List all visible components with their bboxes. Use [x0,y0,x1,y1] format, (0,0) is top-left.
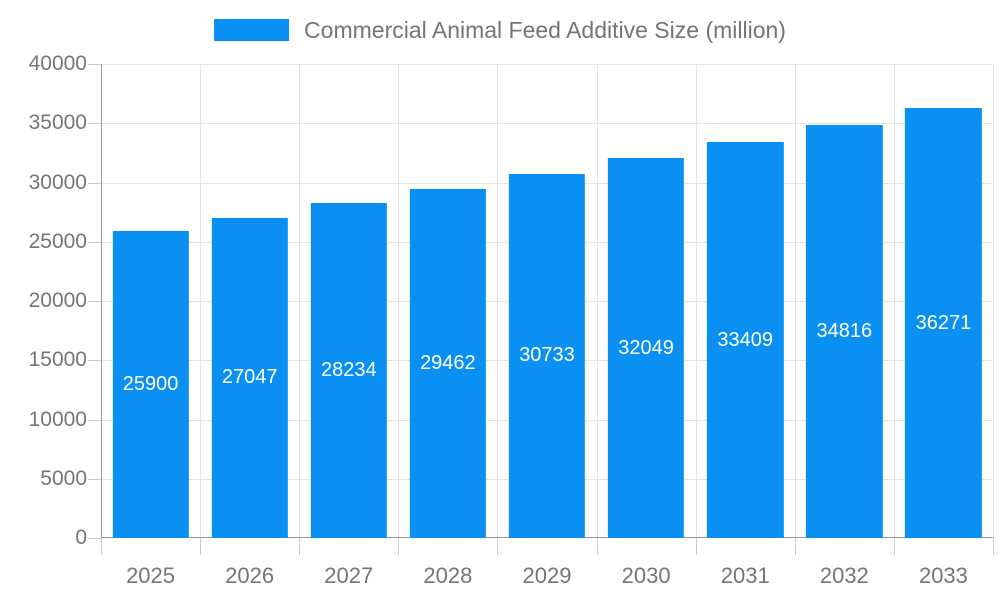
bar: 28234 [310,203,387,538]
x-tick-mark [299,538,301,555]
y-tick-mark [88,360,101,362]
y-tick-label: 0 [75,526,87,549]
bar-value-label: 25900 [122,373,179,396]
x-tick-label: 2027 [324,563,374,588]
bar-value-label: 27047 [221,366,278,389]
x-gridline [299,64,301,538]
bar: 25900 [112,231,189,538]
bar: 30733 [508,173,586,538]
bar: 36271 [905,108,982,538]
y-tick-label: 35000 [28,111,87,135]
y-axis-line [101,64,102,538]
bar-value-label: 29462 [420,351,476,374]
legend-label: Commercial Animal Feed Additive Size (mi… [304,17,786,43]
x-gridline [893,64,895,538]
y-tick-label: 40000 [28,52,87,75]
bar: 29462 [409,188,487,538]
y-gridline [101,123,993,125]
x-tick-mark [101,538,102,555]
bar: 27047 [211,217,288,538]
x-gridline [200,64,202,538]
plot-area: 0 5000 10000 15000 20000 25000 30000 35000 40000… [29,52,994,588]
y-tick-mark [88,419,101,421]
x-tick-label: 2025 [126,563,176,588]
y-tick-mark [88,241,101,243]
y-tick-label: 25000 [28,229,87,253]
y-gridline [101,64,993,65]
y-tick-mark [88,538,101,539]
x-gridline [794,64,796,538]
x-tick-label: 2031 [720,563,770,588]
y-tick-label: 5000 [40,466,87,490]
bar-value-label: 28234 [320,359,377,382]
x-tick-label: 2026 [225,563,275,588]
bar-value-label: 36271 [915,311,972,334]
x-gridline [497,64,499,538]
x-tick-label: 2030 [621,563,671,588]
x-gridline [596,64,598,538]
x-tick-label: 2033 [918,563,968,588]
x-tick-mark [893,538,895,555]
x-gridline [993,64,994,538]
x-tick-mark [695,538,697,555]
bar: 34816 [806,125,883,538]
x-tick-label: 2032 [819,563,869,588]
y-tick-label: 10000 [28,407,87,431]
y-tick-mark [88,182,101,184]
bar-value-label: 33409 [717,328,774,351]
x-tick-mark [993,538,994,555]
x-tick-mark [596,538,598,555]
x-tick-mark [497,538,499,555]
y-tick-mark [88,301,101,302]
y-tick-label: 30000 [28,170,87,194]
x-tick-mark [398,538,400,555]
legend-item[interactable]: Commercial Animal Feed Additive Size (mi… [214,17,786,43]
x-tick-mark [794,538,796,555]
y-tick-mark [88,123,101,125]
y-tick-mark [88,64,101,65]
bar: 33409 [707,142,784,538]
x-tick-mark [200,538,202,555]
x-gridline [695,64,697,538]
x-gridline [398,64,400,538]
bar-value-label: 32049 [618,336,674,359]
bar-value-label: 34816 [816,320,873,343]
x-tick-label: 2029 [522,563,572,588]
bar: 32049 [607,158,685,538]
y-tick-label: 15000 [28,348,87,372]
legend-swatch [214,19,290,41]
y-tick-mark [88,478,101,480]
bar-value-label: 30733 [519,344,575,367]
y-tick-label: 20000 [28,289,87,312]
x-tick-label: 2028 [423,563,473,588]
